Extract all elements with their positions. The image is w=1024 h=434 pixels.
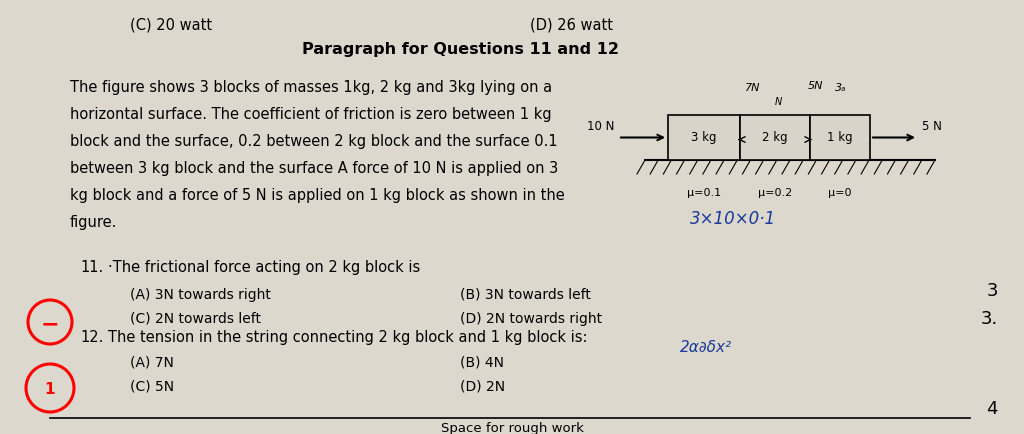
Text: The tension in the string connecting 2 kg block and 1 kg block is:: The tension in the string connecting 2 k… [108,330,588,345]
Text: (D) 2N: (D) 2N [460,380,505,394]
Text: (A) 7N: (A) 7N [130,356,174,370]
Text: The figure shows 3 blocks of masses 1kg, 2 kg and 3kg lying on a: The figure shows 3 blocks of masses 1kg,… [70,80,552,95]
Text: μ=0.1: μ=0.1 [687,188,721,198]
Text: 2α∂δx²: 2α∂δx² [680,340,732,355]
Text: 5 N: 5 N [922,121,942,134]
Text: 12.: 12. [80,330,103,345]
Text: figure.: figure. [70,215,118,230]
Text: 1 kg: 1 kg [827,131,853,144]
Text: μ=0: μ=0 [828,188,852,198]
Text: (C) 5N: (C) 5N [130,380,174,394]
Text: 3 kg: 3 kg [691,131,717,144]
Text: block and the surface, 0.2 between 2 kg block and the surface 0.1: block and the surface, 0.2 between 2 kg … [70,134,558,149]
Text: (D) 2N towards right: (D) 2N towards right [460,312,602,326]
Text: 7N: 7N [745,83,761,93]
Text: 5N: 5N [808,81,823,91]
Text: kg block and a force of 5 N is applied on 1 kg block as shown in the: kg block and a force of 5 N is applied o… [70,188,565,203]
Text: 3ₐ: 3ₐ [835,83,847,93]
Text: 3.: 3. [981,310,998,328]
Text: 3: 3 [986,282,998,300]
Text: (C) 2N towards left: (C) 2N towards left [130,312,261,326]
Bar [810,115,870,160]
Text: between 3 kg block and the surface A force of 10 N is applied on 3: between 3 kg block and the surface A for… [70,161,558,176]
Text: Paragraph for Questions 11 and 12: Paragraph for Questions 11 and 12 [301,42,618,57]
Text: horizontal surface. The coefficient of friction is zero between 1 kg: horizontal surface. The coefficient of f… [70,107,552,122]
Text: 10 N: 10 N [587,121,614,134]
Text: (B) 3N towards left: (B) 3N towards left [460,288,591,302]
Text: (B) 4N: (B) 4N [460,356,504,370]
Bar [740,115,810,160]
Text: (C) 20 watt: (C) 20 watt [130,18,212,33]
Text: Space for rough work: Space for rough work [440,422,584,434]
Text: 1: 1 [45,382,55,398]
Text: 4: 4 [986,400,998,418]
Text: 11.: 11. [80,260,103,275]
Bar [668,115,740,160]
Text: μ=0.2: μ=0.2 [758,188,793,198]
Text: (A) 3N towards right: (A) 3N towards right [130,288,271,302]
Text: 3×10×0·1: 3×10×0·1 [690,210,776,228]
Text: 2 kg: 2 kg [762,131,787,144]
Text: (D) 26 watt: (D) 26 watt [530,18,613,33]
Text: N: N [775,97,782,107]
Text: −: − [41,314,59,334]
Text: ·The frictional force acting on 2 kg block is: ·The frictional force acting on 2 kg blo… [108,260,420,275]
